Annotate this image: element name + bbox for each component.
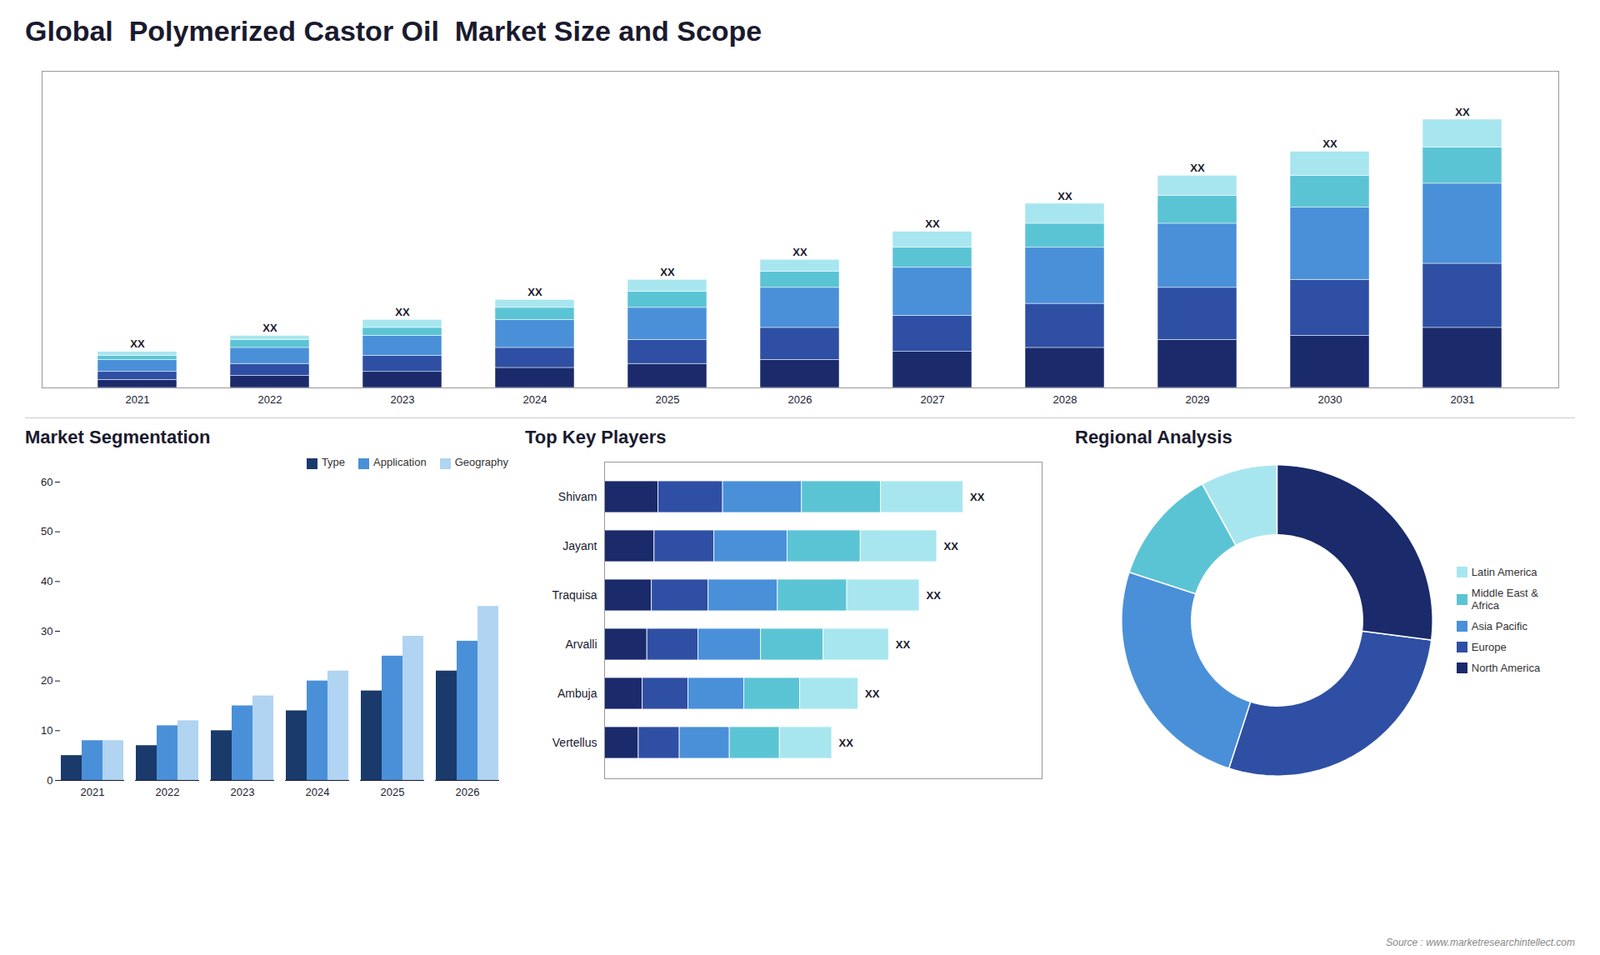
html-text:Application: Application [373, 456, 427, 469]
svg-text:40: 40 [40, 575, 53, 588]
svg-text:2030: 2030 [1318, 393, 1343, 406]
html-text:Type: Type [321, 456, 346, 469]
svg-text:2022: 2022 [258, 393, 283, 406]
svg-text:2022: 2022 [155, 785, 180, 799]
svg-text:Vertellus: Vertellus [552, 735, 598, 750]
svg-text:2023: 2023 [230, 785, 255, 799]
svg-text:XX: XX [1057, 190, 1073, 203]
svg-text:XX: XX [1322, 137, 1338, 150]
svg-text:Ambuja: Ambuja [557, 686, 598, 700]
svg-text:XX: XX [839, 736, 855, 750]
html-text:Global Polymerized Castor Oil: Global Polymerized Castor Oil Market Siz… [25, 15, 762, 47]
svg-text:XX: XX [970, 490, 985, 504]
svg-text:XX: XX [1455, 105, 1470, 119]
svg-text:2031: 2031 [1450, 393, 1475, 406]
svg-text:XX: XX [130, 337, 145, 350]
svg-text:2025: 2025 [655, 393, 680, 406]
html-text:Europe: Europe [1471, 640, 1507, 654]
svg-text:2027: 2027 [920, 393, 945, 406]
html-text:Top Key Players: Top Key Players [525, 426, 667, 448]
svg-text:XX: XX [944, 540, 960, 553]
svg-text:2025: 2025 [380, 785, 405, 799]
svg-text:Shivam: Shivam [558, 490, 598, 504]
svg-text:2024: 2024 [305, 785, 330, 799]
svg-text:XX: XX [926, 589, 942, 602]
html-text:Regional Analysis: Regional Analysis [1075, 426, 1233, 448]
svg-text:2026: 2026 [788, 393, 813, 406]
svg-text:XX: XX [792, 245, 808, 259]
svg-text:2028: 2028 [1053, 393, 1078, 406]
svg-text:XX: XX [895, 638, 911, 651]
svg-text:20: 20 [40, 674, 53, 687]
svg-text:XX: XX [865, 687, 880, 700]
svg-text:50: 50 [40, 525, 53, 538]
svg-text:60: 60 [40, 475, 53, 489]
svg-text:2021: 2021 [125, 393, 150, 406]
svg-text:30: 30 [40, 625, 53, 638]
svg-text:0: 0 [46, 774, 53, 787]
svg-text:XX: XX [395, 305, 410, 319]
svg-text:XX: XX [1190, 161, 1205, 175]
html-text:Latin America: Latin America [1471, 565, 1538, 579]
html-text:North America: North America [1471, 661, 1541, 675]
html-text:Source : www.marketresearchint: Source : www.marketresearchintellect.com [1386, 936, 1575, 949]
svg-text:XX: XX [660, 265, 675, 279]
svg-text:2029: 2029 [1185, 393, 1210, 406]
svg-text:2023: 2023 [390, 393, 415, 406]
svg-text:10: 10 [40, 724, 53, 737]
svg-text:2024: 2024 [523, 393, 548, 406]
svg-text:2021: 2021 [80, 785, 105, 799]
svg-text:2026: 2026 [455, 785, 480, 799]
svg-text:Jayant: Jayant [562, 539, 597, 553]
html-text:Middle East & Africa: Middle East & Africa [1471, 586, 1539, 612]
svg-text:Traquisa: Traquisa [552, 588, 598, 602]
html-text:Market Segmentation: Market Segmentation [25, 426, 211, 448]
svg-text:Arvalli: Arvalli [565, 637, 597, 651]
html-text:Asia Pacific: Asia Pacific [1471, 620, 1528, 633]
html-text:Geography: Geography [454, 456, 509, 469]
svg-text:XX: XX [262, 321, 278, 335]
svg-text:XX: XX [925, 217, 940, 230]
svg-text:XX: XX [527, 285, 543, 299]
